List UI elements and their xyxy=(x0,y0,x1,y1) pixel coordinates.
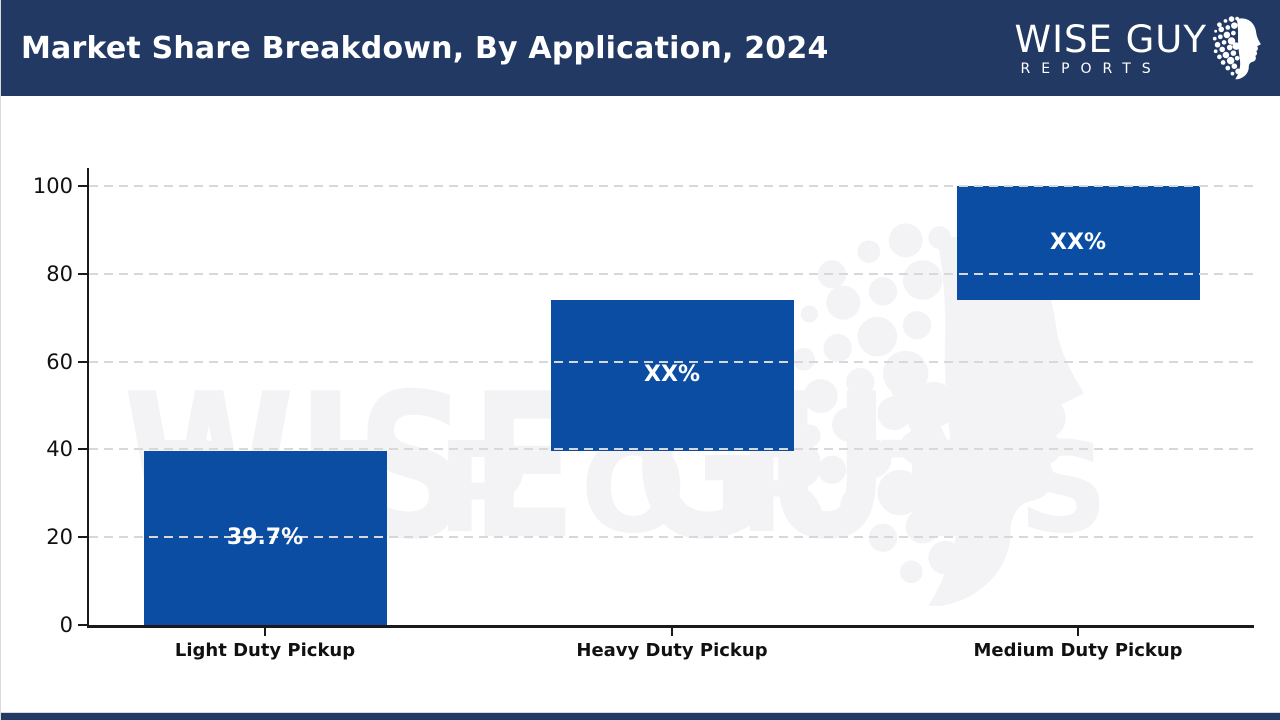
gridline xyxy=(89,360,1254,363)
gridline xyxy=(89,536,1254,539)
y-tick-label: 80 xyxy=(46,261,73,286)
x-tick-mark xyxy=(1077,628,1079,636)
bar-value-label: 39.7% xyxy=(226,524,304,550)
x-tick-mark xyxy=(671,628,673,636)
y-tick-mark xyxy=(78,360,87,363)
gridline xyxy=(89,185,1254,187)
footer-bar xyxy=(1,713,1280,720)
y-tick-label: 60 xyxy=(46,349,73,374)
logo-subtext: REPORTS xyxy=(1020,60,1162,77)
y-tick-mark xyxy=(78,185,87,187)
y-tick-mark xyxy=(78,536,87,539)
page-title: Market Share Breakdown, By Application, … xyxy=(21,30,829,66)
y-tick-label: 20 xyxy=(46,525,73,550)
category-label: Light Duty Pickup xyxy=(174,640,356,661)
y-tick-label: 0 xyxy=(59,613,73,637)
x-axis-line xyxy=(87,625,1254,628)
header-bar: Market Share Breakdown, By Application, … xyxy=(1,0,1280,96)
logo-wordmark: WISE GUY xyxy=(1014,17,1207,61)
wiseguy-logo: WISE GUY REPORTS xyxy=(1015,0,1267,96)
category-label: Heavy Duty Pickup xyxy=(576,640,768,661)
bar-value-label: XX% xyxy=(1050,230,1106,256)
y-tick-label: 40 xyxy=(46,437,73,462)
y-tick-mark xyxy=(78,272,87,275)
footer-divider xyxy=(1,712,1280,713)
y-axis-line xyxy=(87,168,89,628)
category-label: Medium Duty Pickup xyxy=(973,640,1183,661)
x-tick-mark xyxy=(264,628,266,636)
wiseguy-logo-text: WISE GUY REPORTS xyxy=(1015,21,1207,76)
gridline xyxy=(89,272,1254,275)
wiseguy-face-icon xyxy=(1212,16,1261,80)
y-tick-label: 100 xyxy=(32,174,73,198)
y-tick-mark xyxy=(78,624,87,626)
gridline xyxy=(89,448,1254,451)
chart-canvas: WISE GUY REPORTS 0 20 40 60 80 100 39.7% XX% XX%… xyxy=(1,96,1280,713)
bar-value-label: XX% xyxy=(644,362,700,388)
bar xyxy=(550,300,794,451)
y-tick-mark xyxy=(78,448,87,451)
